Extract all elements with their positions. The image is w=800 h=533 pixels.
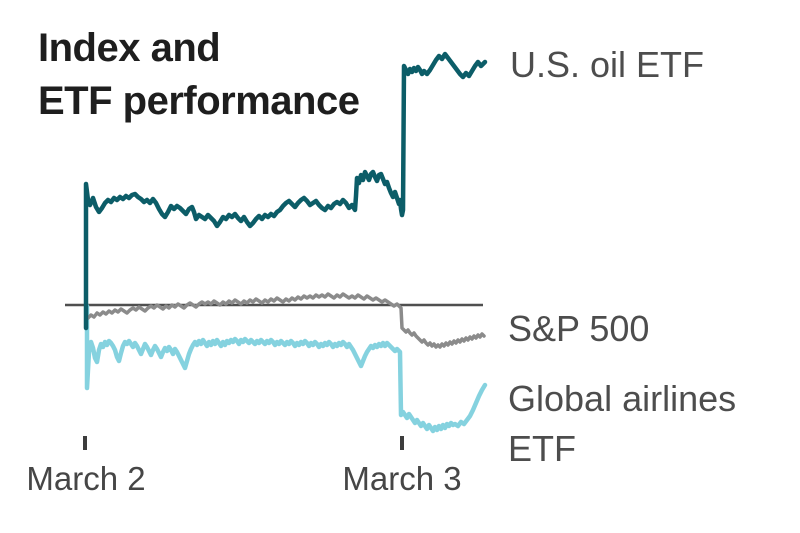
series-label-us-oil-etf: U.S. oil ETF — [510, 44, 705, 85]
chart-title: Index and ETF performance — [38, 22, 360, 128]
series-label-global-airlines-etf: Global airlines ETF — [508, 374, 736, 475]
chart-title-line1: Index and — [38, 26, 221, 70]
chart-title-line2: ETF performance — [38, 78, 360, 123]
us-oil-etf-line — [83, 51, 488, 331]
x-axis-label-march-3: March 3 — [342, 460, 462, 497]
global-airlines-etf-line — [84, 303, 488, 434]
sp500-line — [86, 292, 486, 349]
series-label-sp500: S&P 500 — [508, 308, 650, 349]
x-axis-label-march-2: March 2 — [26, 460, 146, 497]
series-label-global-airlines-line1: Global airlines — [508, 378, 737, 419]
series-label-global-airlines-line2: ETF — [508, 428, 576, 470]
